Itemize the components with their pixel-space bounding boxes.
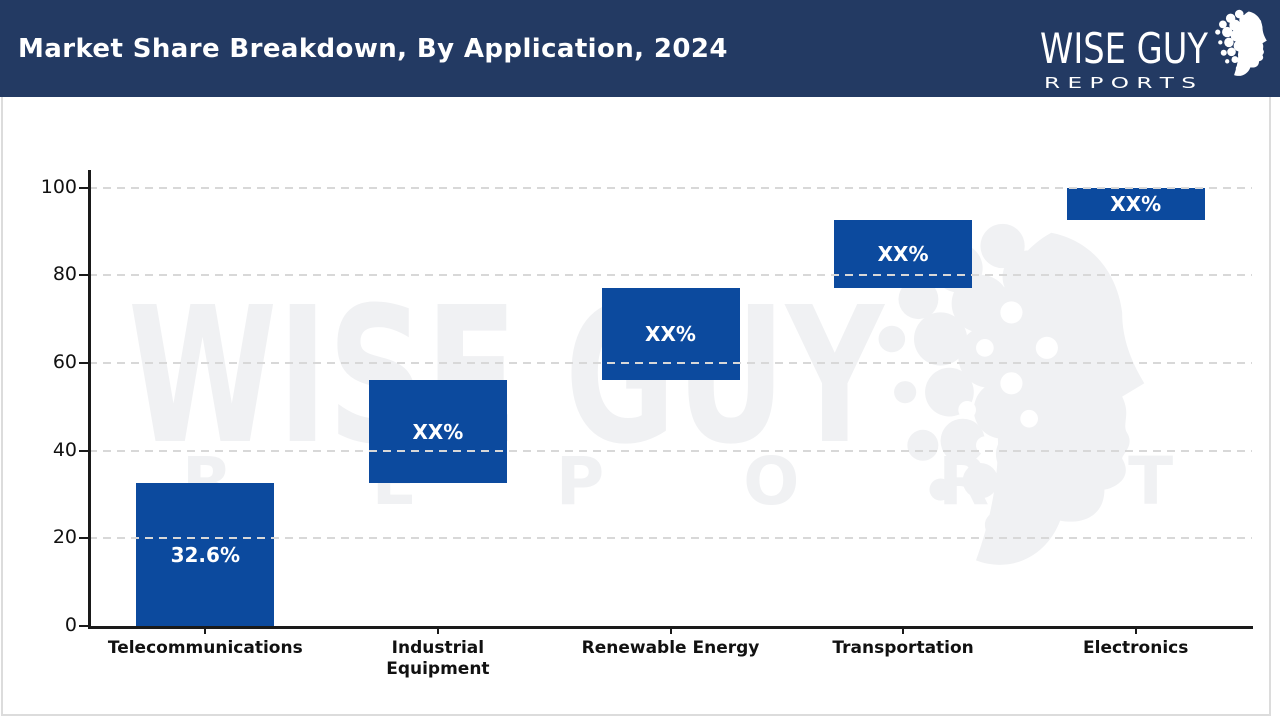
y-tick-40: [79, 449, 89, 452]
gridline-60: [89, 361, 1252, 364]
x-tick-0: [204, 626, 207, 634]
bar-telecommunications: [136, 483, 275, 626]
bar-value-label: XX%: [877, 242, 929, 267]
y-tick-label: 20: [52, 526, 77, 549]
x-axis-line: [88, 626, 1253, 629]
gridline-100: [89, 186, 1252, 189]
logo-head-icon: [1215, 9, 1267, 76]
page-title: Market Share Breakdown, By Application, …: [18, 33, 728, 64]
bar-renewable-energy: [601, 288, 740, 381]
x-tick-2: [669, 626, 672, 634]
y-tick-60: [79, 361, 89, 364]
bar-value-label: XX%: [412, 419, 464, 444]
x-category-label: Transportation: [832, 638, 974, 658]
y-tick-80: [79, 274, 89, 277]
x-category-label: Electronics: [1083, 638, 1189, 658]
logo-subtext: R E P O R T S: [1044, 74, 1196, 92]
gridline-20: [89, 537, 1252, 540]
bar-value-label: 32.6%: [170, 542, 240, 567]
gridline-40: [89, 449, 1252, 452]
bar-value-label: XX%: [645, 322, 696, 347]
waterfall-chart: 32.6% XX% XX% XX% XX% 0 20 40 60 80 100 Telecommuni…: [0, 97, 1280, 720]
x-tick-1: [436, 626, 439, 634]
y-tick-label: 80: [52, 263, 77, 286]
bar-transportation: [834, 220, 973, 289]
logo-wordmark: WISE GUY: [1040, 24, 1208, 73]
y-tick-label: 0: [64, 614, 77, 636]
bar-value-label: XX%: [1110, 191, 1162, 216]
bar-electronics: [1066, 187, 1205, 221]
bar-industrial-equipment: [368, 380, 507, 484]
y-tick-0: [79, 625, 89, 627]
y-axis-line: [88, 170, 91, 628]
header-bar: Market Share Breakdown, By Application, …: [0, 0, 1280, 97]
chart-area: WISE GUY R E P O R T S 32.6%XX%XX%XX%XX%: [0, 97, 1280, 720]
x-category-label: Renewable Energy: [581, 638, 760, 658]
y-tick-label: 40: [52, 438, 77, 461]
watermark-head-icon: [878, 223, 1145, 565]
x-tick-4: [1134, 626, 1137, 634]
x-tick-3: [902, 626, 905, 634]
x-category-label: Industrial Equipment: [386, 638, 490, 679]
y-tick-100: [79, 186, 89, 189]
y-tick-20: [79, 537, 89, 540]
x-category-label: Telecommunications: [107, 638, 303, 658]
gridline-80: [89, 274, 1252, 277]
wise-guy-logo: WISE GUY R E P O R T S: [1040, 9, 1267, 92]
y-tick-label: 100: [40, 175, 77, 198]
y-tick-label: 60: [52, 350, 77, 373]
